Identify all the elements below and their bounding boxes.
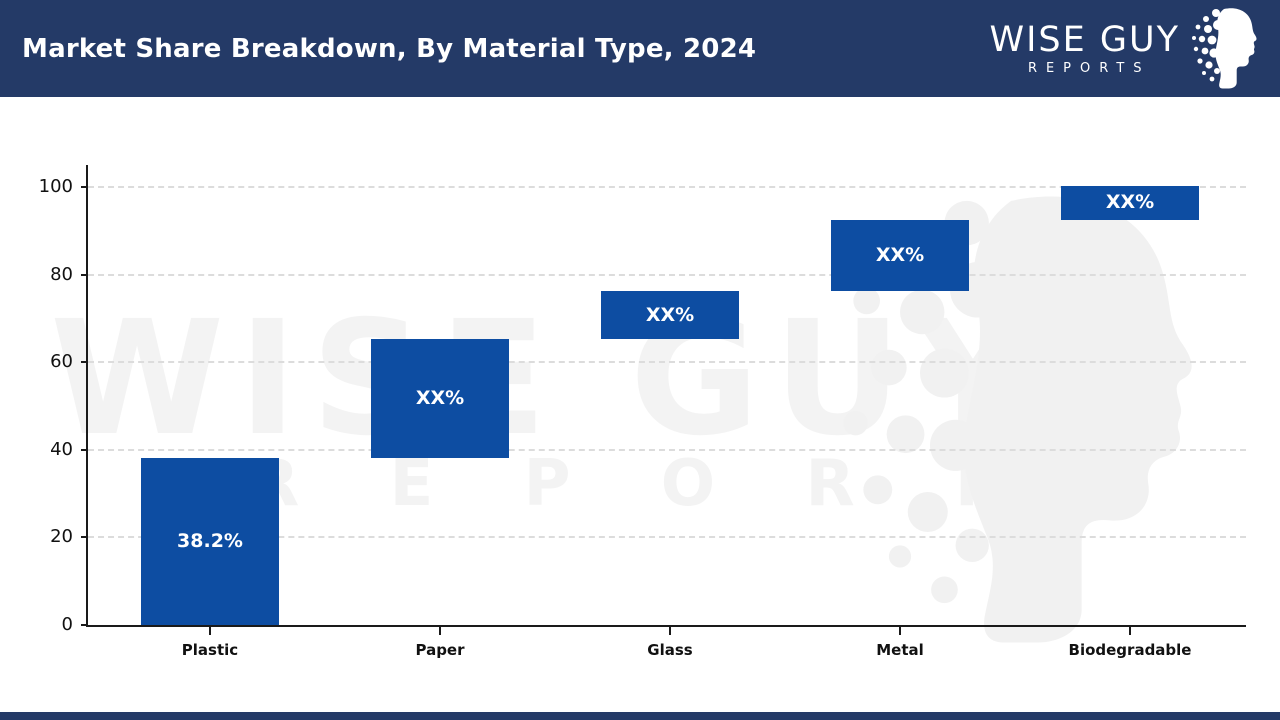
x-axis-category-label: Paper	[415, 641, 465, 659]
y-axis-tick-label: 40	[50, 438, 73, 460]
x-axis-category-label: Biodegradable	[1068, 641, 1192, 659]
y-axis-line	[86, 165, 88, 627]
x-axis-tick	[669, 627, 671, 635]
y-axis-tick-label: 100	[38, 176, 73, 197]
bar-value-label: XX%	[645, 303, 695, 326]
x-axis-tick	[209, 627, 211, 635]
wiseguy-logo: WISE GUY REPORTS	[989, 5, 1258, 93]
y-axis-tick	[81, 624, 88, 626]
chart-canvas: WISE GUY R E P O R T S 0 20 40 60 80 100 38.2%…	[0, 97, 1280, 712]
wiseguy-logo-text: WISE GUY REPORTS	[989, 19, 1180, 76]
bar-metal	[831, 219, 969, 291]
y-axis-tick-label: 20	[50, 526, 73, 548]
y-axis-tick	[81, 273, 88, 276]
bar-value-label: 38.2%	[177, 529, 243, 552]
y-gridline	[88, 273, 1246, 276]
header-bar: Market Share Breakdown, By Material Type…	[0, 0, 1280, 97]
bar-glass	[601, 290, 739, 339]
footer-bar	[0, 712, 1280, 720]
bar-value-label: XX%	[415, 386, 465, 409]
y-axis-tick	[81, 361, 88, 364]
y-gridline	[88, 448, 1246, 451]
page-title: Market Share Breakdown, By Material Type…	[22, 33, 757, 64]
x-axis-category-label: Metal	[876, 641, 924, 659]
y-axis-tick-label: 80	[50, 263, 73, 285]
wiseguy-face-icon	[1186, 5, 1258, 93]
y-gridline	[88, 361, 1246, 364]
y-gridline	[88, 536, 1246, 539]
watermark-wordmark: WISE GUY	[50, 287, 1045, 471]
bar-value-label: XX%	[1105, 191, 1155, 214]
x-axis-tick	[1129, 627, 1131, 635]
x-axis-line	[86, 625, 1246, 627]
logo-subtitle: REPORTS	[1027, 60, 1151, 76]
y-axis-tick	[81, 448, 88, 451]
bar-biodegradable	[1061, 186, 1199, 220]
y-gridline	[88, 186, 1246, 188]
x-axis-category-label: Plastic	[181, 641, 239, 659]
y-axis-tick-label: 0	[61, 614, 73, 635]
bar-plastic	[141, 457, 279, 625]
x-axis-tick	[899, 627, 901, 635]
y-axis-tick	[81, 536, 88, 539]
y-axis-tick	[81, 186, 88, 188]
bar-value-label: XX%	[875, 243, 925, 266]
x-axis-tick	[439, 627, 441, 635]
logo-wordmark: WISE GUY	[989, 19, 1180, 60]
x-axis-category-label: Glass	[647, 641, 693, 659]
bar-paper	[371, 338, 509, 458]
y-axis-tick-label: 60	[50, 351, 73, 373]
